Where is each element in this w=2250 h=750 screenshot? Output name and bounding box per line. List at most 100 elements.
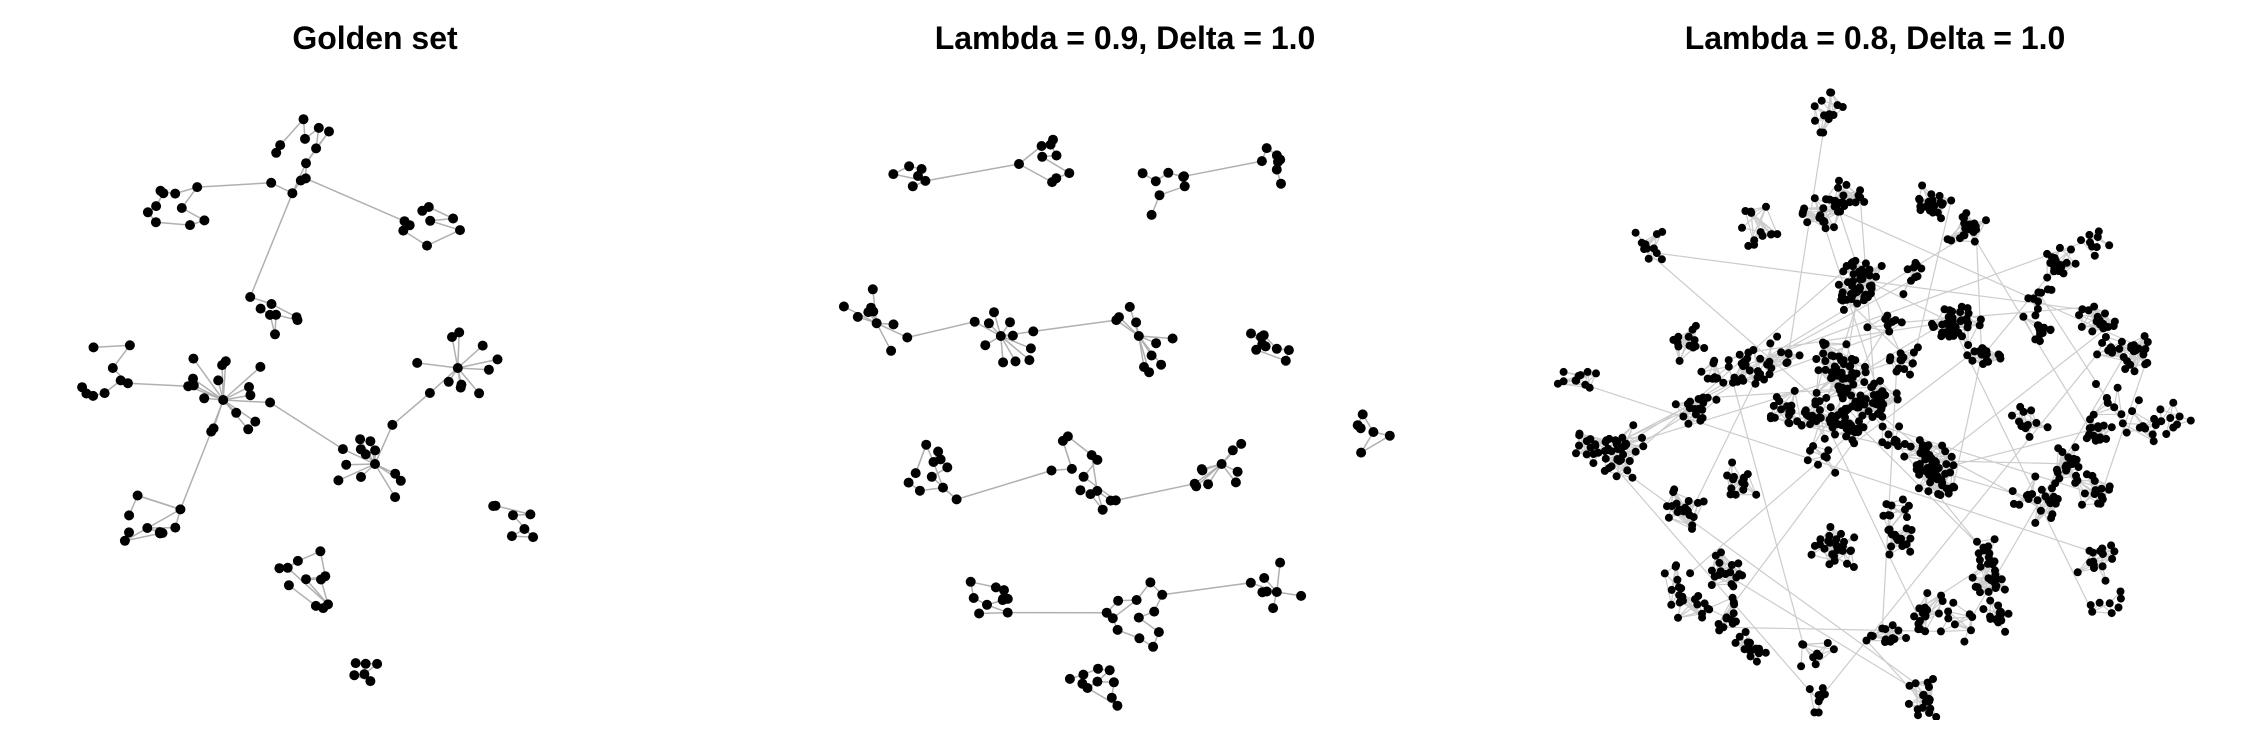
node — [271, 148, 281, 158]
node — [1125, 302, 1135, 312]
node — [155, 527, 165, 537]
node — [2135, 345, 2143, 353]
node — [1937, 627, 1945, 635]
node — [2136, 424, 2144, 432]
node — [1589, 459, 1597, 467]
node — [1914, 464, 1922, 472]
node — [1804, 456, 1812, 464]
node — [2060, 269, 2068, 277]
node — [2031, 473, 2039, 481]
node — [1677, 584, 1685, 592]
node — [1825, 532, 1833, 540]
node — [1834, 411, 1842, 419]
node — [1583, 450, 1591, 458]
node — [1849, 258, 1857, 266]
node — [1887, 543, 1895, 551]
node — [980, 340, 990, 350]
node — [998, 357, 1008, 367]
node — [315, 546, 325, 556]
node — [1964, 323, 1972, 331]
node — [2105, 241, 2113, 249]
node — [1075, 485, 1085, 495]
node — [2071, 443, 2079, 451]
node — [1259, 573, 1269, 583]
node — [1944, 608, 1952, 616]
node — [1773, 333, 1781, 341]
node — [1967, 626, 1975, 634]
node — [1924, 487, 1932, 495]
node — [1639, 442, 1647, 450]
node — [2071, 479, 2079, 487]
node — [886, 346, 896, 356]
node — [2099, 562, 2107, 570]
node — [1728, 459, 1736, 467]
node — [2102, 435, 2110, 443]
node — [1928, 462, 1936, 470]
node — [1661, 569, 1669, 577]
node — [1669, 336, 1677, 344]
node — [1763, 361, 1771, 369]
node — [1107, 693, 1117, 703]
node — [1978, 344, 1986, 352]
node — [1154, 627, 1164, 637]
node — [2043, 250, 2051, 258]
node — [444, 377, 454, 387]
node — [456, 383, 466, 393]
node — [1947, 197, 1955, 205]
node — [1826, 88, 1834, 96]
node — [370, 445, 380, 455]
node — [151, 217, 161, 227]
node — [177, 203, 187, 213]
node — [1986, 597, 1994, 605]
node — [1621, 442, 1629, 450]
node — [425, 216, 435, 226]
node — [1797, 662, 1805, 670]
node — [1991, 557, 1999, 565]
node — [1916, 436, 1924, 444]
node — [1934, 209, 1942, 217]
node — [2115, 345, 2123, 353]
node — [2087, 601, 2095, 609]
node — [1077, 679, 1087, 689]
node — [454, 327, 464, 337]
node — [311, 601, 321, 611]
node — [1713, 374, 1721, 382]
node — [1941, 470, 1949, 478]
node — [1923, 589, 1931, 597]
node — [1949, 461, 1957, 469]
node — [1728, 561, 1736, 569]
node — [1925, 709, 1933, 717]
node — [1808, 551, 1816, 559]
node — [133, 491, 143, 501]
node — [1726, 568, 1734, 576]
node — [1850, 563, 1858, 571]
node — [1878, 625, 1886, 633]
node — [1819, 204, 1827, 212]
node — [1742, 628, 1750, 636]
node — [1899, 496, 1907, 504]
node — [1820, 341, 1828, 349]
node — [1217, 459, 1227, 469]
node — [1914, 343, 1922, 351]
node — [2103, 394, 2111, 402]
node — [185, 220, 195, 230]
node — [1228, 445, 1238, 455]
node — [2037, 507, 2045, 515]
node — [1944, 614, 1952, 622]
node — [1935, 610, 1943, 618]
node — [1964, 304, 1972, 312]
node — [1926, 696, 1934, 704]
node — [1736, 351, 1744, 359]
edge — [270, 403, 343, 450]
node — [888, 169, 898, 179]
node — [1839, 542, 1847, 550]
node — [1144, 367, 1154, 377]
node — [1111, 495, 1121, 505]
node — [2115, 604, 2123, 612]
node — [1869, 399, 1877, 407]
node — [1860, 198, 1868, 206]
node — [1674, 508, 1682, 516]
node — [1973, 538, 1981, 546]
node — [1878, 413, 1886, 421]
node — [1915, 484, 1923, 492]
